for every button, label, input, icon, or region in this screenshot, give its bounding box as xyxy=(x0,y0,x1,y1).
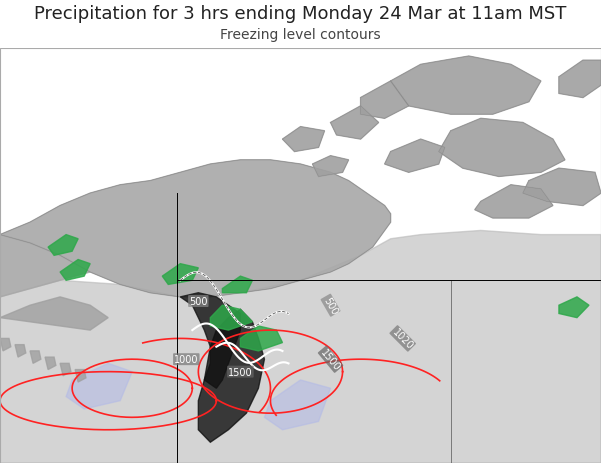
Polygon shape xyxy=(313,156,349,177)
Polygon shape xyxy=(0,235,90,297)
Polygon shape xyxy=(0,231,601,463)
Polygon shape xyxy=(45,357,56,370)
Polygon shape xyxy=(475,185,553,219)
Text: 1500: 1500 xyxy=(228,367,252,377)
Polygon shape xyxy=(559,61,601,98)
Text: 500: 500 xyxy=(189,296,207,307)
Polygon shape xyxy=(264,380,331,430)
Polygon shape xyxy=(60,363,71,376)
Text: 1500: 1500 xyxy=(319,347,343,372)
Polygon shape xyxy=(559,297,589,318)
Polygon shape xyxy=(385,140,445,173)
Polygon shape xyxy=(198,310,264,442)
Polygon shape xyxy=(162,264,198,285)
Polygon shape xyxy=(240,326,282,351)
Polygon shape xyxy=(523,169,601,206)
Polygon shape xyxy=(30,351,41,363)
Polygon shape xyxy=(0,297,108,331)
Text: Precipitation for 3 hrs ending Monday 24 Mar at 11am MST: Precipitation for 3 hrs ending Monday 24… xyxy=(34,5,567,23)
Polygon shape xyxy=(180,293,240,388)
Polygon shape xyxy=(210,306,252,331)
Polygon shape xyxy=(439,119,565,177)
Text: 500: 500 xyxy=(322,295,340,316)
Polygon shape xyxy=(222,276,252,293)
Polygon shape xyxy=(0,338,11,351)
Text: 1020: 1020 xyxy=(391,326,415,351)
Polygon shape xyxy=(331,106,379,140)
Polygon shape xyxy=(48,235,78,256)
Polygon shape xyxy=(391,57,541,115)
Text: Freezing level contours: Freezing level contours xyxy=(220,28,381,42)
Polygon shape xyxy=(15,345,26,357)
Polygon shape xyxy=(361,82,409,119)
Polygon shape xyxy=(282,127,325,152)
Text: 1000: 1000 xyxy=(174,354,198,364)
Polygon shape xyxy=(66,363,132,409)
Polygon shape xyxy=(0,161,391,297)
Polygon shape xyxy=(60,260,90,281)
Polygon shape xyxy=(75,370,86,382)
